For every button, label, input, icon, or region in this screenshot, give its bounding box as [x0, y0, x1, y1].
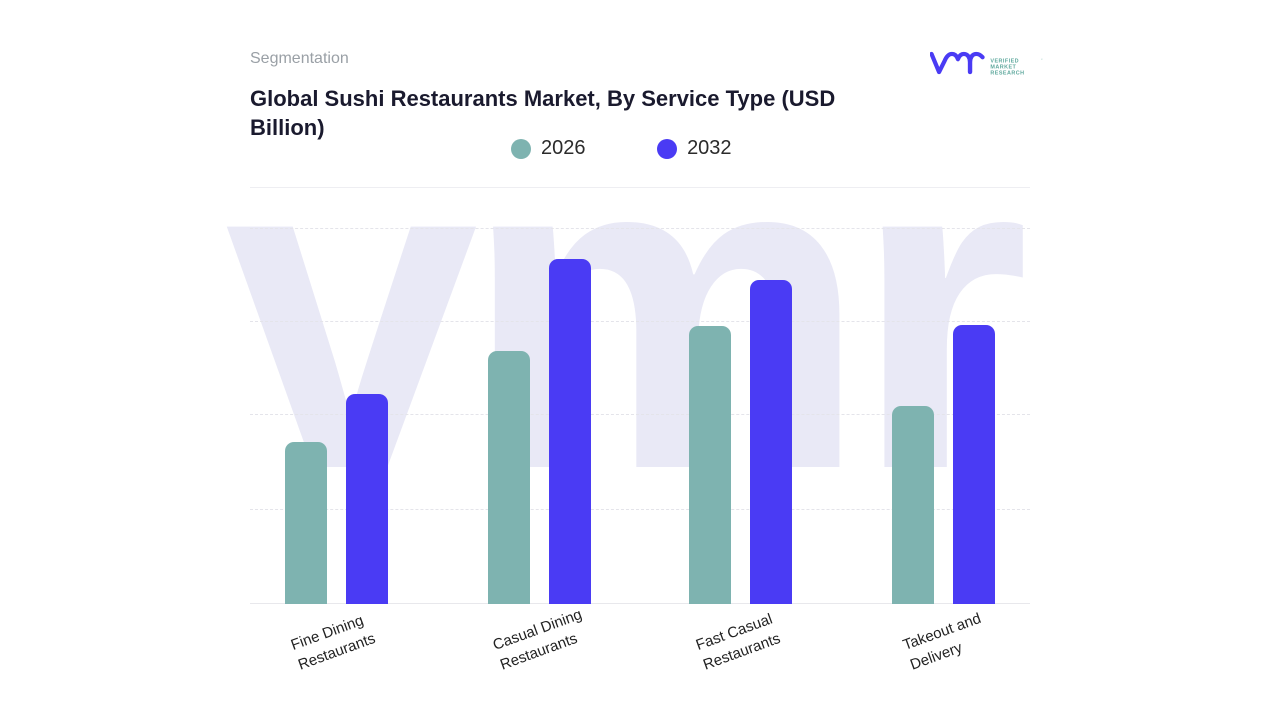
svg-text:®: ®	[1041, 58, 1043, 61]
